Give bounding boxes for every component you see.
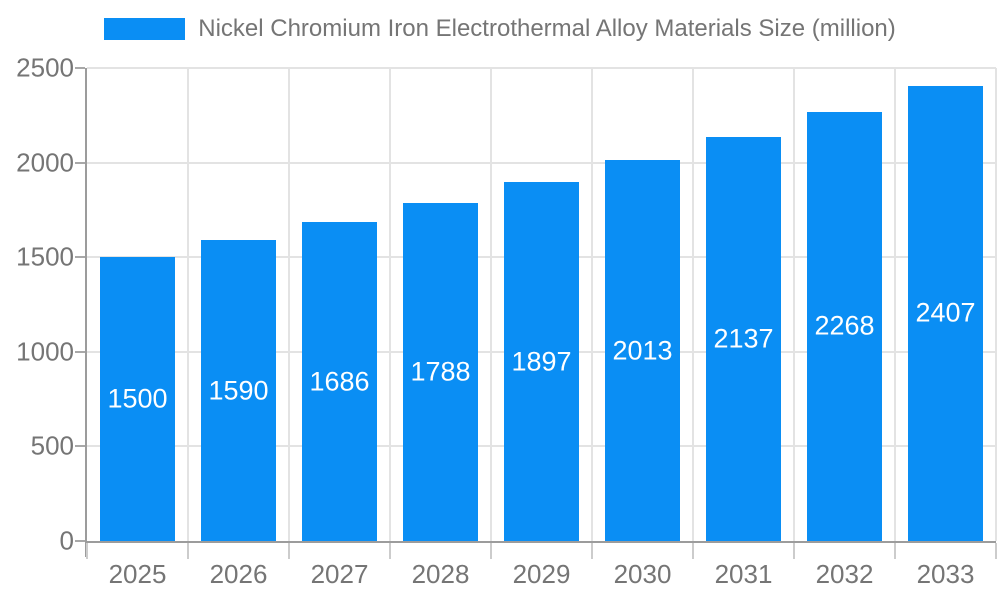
gridline-vertical [692,68,694,541]
bar-value-label: 2268 [814,310,875,341]
bar-value-label: 1897 [511,346,572,377]
y-axis-tick [75,445,85,448]
y-axis-tick [75,540,85,542]
bar-value-label: 1590 [208,375,269,406]
bar[interactable] [302,222,377,541]
legend-swatch[interactable] [104,18,186,40]
x-axis-tick-label: 2030 [613,559,672,589]
legend-label[interactable]: Nickel Chromium Iron Electrothermal Allo… [198,15,896,42]
x-axis-tick-label: 2029 [512,559,571,589]
x-axis-tick [591,543,593,559]
x-axis-line [87,541,996,543]
x-axis-tick [995,543,997,559]
x-axis-tick [490,543,492,559]
x-axis-tick [187,543,189,559]
y-axis-tick-label: 1500 [16,241,74,272]
bar-value-label: 1788 [410,356,471,387]
x-axis-tick-label: 2025 [108,559,167,589]
y-axis-tick-label: 1000 [16,336,74,367]
gridline-vertical [793,68,795,541]
gridline-horizontal [87,67,996,69]
y-axis-tick [75,67,85,69]
gridline-vertical [288,68,290,541]
bar-value-label: 1500 [107,383,168,414]
y-axis-tick [75,161,85,164]
chart-legend: Nickel Chromium Iron Electrothermal Allo… [0,14,1000,44]
x-axis-tick-label: 2026 [209,559,268,589]
bar-value-label: 2407 [915,297,976,328]
bar-value-label: 1686 [309,366,370,396]
gridline-horizontal [87,161,996,164]
y-axis-tick-label: 2000 [16,147,74,178]
gridline-vertical [591,68,593,541]
gridline-vertical [187,68,189,541]
bar[interactable] [403,202,478,541]
x-axis-tick-label: 2027 [310,559,369,589]
bar[interactable] [605,160,680,541]
gridline-vertical [389,68,391,541]
x-axis-tick [288,543,290,559]
x-axis-tick-label: 2028 [411,559,470,589]
bar-value-label: 2013 [612,335,673,366]
y-axis-tick [75,350,85,353]
x-axis-tick [692,543,694,559]
gridline-vertical [894,68,896,541]
gridline-vertical [490,68,492,541]
bar[interactable] [706,136,781,541]
x-axis-tick-label: 2033 [916,559,975,589]
x-axis-tick [86,543,88,559]
bar[interactable] [201,240,276,541]
y-axis-tick [75,256,85,259]
y-axis-tick-label: 500 [30,430,74,461]
x-axis-tick-label: 2032 [815,559,874,589]
y-axis-tick-label: 0 [59,525,74,556]
bar[interactable] [504,182,579,541]
x-axis-tick [793,543,795,559]
gridline-vertical [995,68,997,541]
bar[interactable] [100,257,175,541]
bar[interactable] [908,85,983,541]
x-axis-tick [389,543,391,559]
y-axis-tick-label: 2500 [16,52,74,83]
y-axis-line [85,68,87,557]
x-axis-tick-label: 2031 [714,559,773,589]
x-axis-tick [894,543,896,559]
bar[interactable] [807,111,882,541]
bar-value-label: 2137 [713,323,774,354]
